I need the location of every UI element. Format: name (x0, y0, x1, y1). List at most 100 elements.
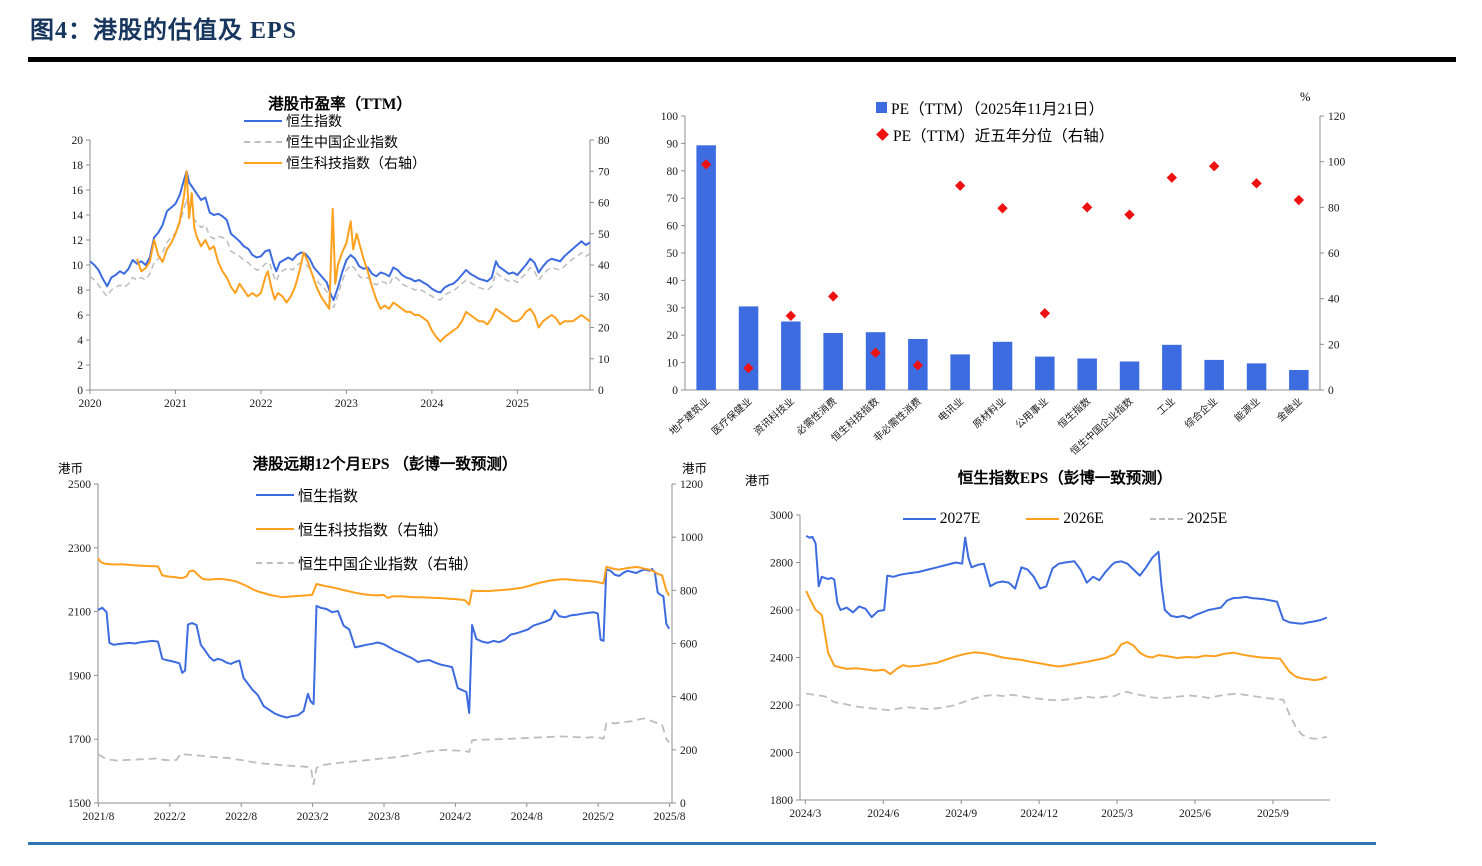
right-axis-unit: % (1300, 90, 1311, 104)
legend: 恒生指数恒生科技指数（右轴） 恒生中国企业指数（右轴） (256, 478, 478, 580)
svg-text:20: 20 (72, 135, 84, 147)
legend-label: 恒生科技指数（右轴） (286, 156, 426, 172)
svg-text:40: 40 (1328, 294, 1340, 306)
svg-text:10: 10 (72, 260, 84, 272)
svg-text:工业: 工业 (1155, 395, 1178, 417)
svg-text:50: 50 (667, 248, 679, 260)
chart-title: 港股市盈率（TTM） (268, 96, 412, 113)
svg-text:2024/9: 2024/9 (945, 808, 977, 820)
legend-item: 2027E (902, 508, 981, 530)
line-marker-icon (244, 161, 282, 164)
figure-title: 图4：港股的估值及 EPS (30, 18, 298, 44)
legend-item: 恒生科技指数（右轴） (244, 152, 426, 173)
svg-text:2021: 2021 (164, 398, 187, 410)
svg-text:2000: 2000 (770, 748, 793, 760)
svg-text:14: 14 (72, 210, 84, 222)
legend-item: 恒生中国企业指数（右轴） (256, 546, 478, 580)
svg-text:0: 0 (598, 385, 604, 397)
svg-text:1500: 1500 (68, 798, 91, 810)
dashed-line-marker-icon (1149, 518, 1183, 520)
svg-text:20: 20 (1328, 339, 1340, 351)
plot-area: 1009080706050403020100120100806040200地产建… (661, 111, 1346, 458)
svg-text:20: 20 (598, 323, 610, 335)
legend-label: 恒生指数 (298, 488, 359, 505)
svg-text:60: 60 (667, 221, 679, 233)
svg-text:2024/3: 2024/3 (789, 808, 821, 820)
svg-text:40: 40 (667, 275, 679, 287)
svg-text:3000: 3000 (770, 510, 793, 522)
svg-text:2600: 2600 (770, 605, 793, 617)
legend-item: 恒生指数 (256, 478, 478, 512)
svg-text:医疗保健业: 医疗保健业 (709, 395, 755, 438)
footer-rule (28, 842, 1376, 845)
svg-text:资讯科技业: 资讯科技业 (751, 395, 797, 438)
svg-text:2021/8: 2021/8 (82, 811, 114, 823)
legend: PE（TTM）（2025年11月21日） PE（TTM）近五年分位（右轴） (876, 94, 1114, 148)
svg-text:公用事业: 公用事业 (1012, 395, 1050, 431)
svg-text:2100: 2100 (68, 607, 91, 619)
svg-text:80: 80 (598, 135, 610, 147)
legend-item: 2026E (1026, 508, 1104, 530)
legend-item: 2025E (1149, 508, 1228, 530)
svg-text:2400: 2400 (770, 653, 793, 665)
plot-area: 2500 2300 2100 1900 1700 1500 1200 1000 800 600 40… (68, 479, 703, 823)
svg-text:地产建筑业: 地产建筑业 (666, 395, 712, 438)
svg-text:0: 0 (1328, 385, 1334, 397)
chart-title: 港股远期12个月EPS （彭博一致预测） (252, 456, 518, 473)
square-marker-icon (876, 102, 887, 113)
svg-text:400: 400 (680, 692, 698, 704)
svg-text:70: 70 (667, 193, 679, 205)
legend-item: 恒生科技指数（右轴） (256, 512, 478, 546)
svg-text:2025/2: 2025/2 (582, 811, 614, 823)
legend-label: 2026E (1063, 510, 1104, 527)
svg-text:2025: 2025 (506, 398, 529, 410)
svg-text:10: 10 (598, 354, 610, 366)
legend-label: 恒生中国企业指数 (286, 135, 398, 151)
svg-text:30: 30 (667, 303, 679, 315)
chart-hsi-eps: 港币 恒生指数EPS（彭博一致预测） 2027E 2026E 2025E 3000 2… (738, 458, 1448, 833)
line-marker-icon (256, 494, 294, 496)
svg-text:4: 4 (77, 335, 83, 347)
svg-text:120: 120 (1328, 111, 1346, 123)
svg-text:6: 6 (77, 310, 83, 322)
svg-text:100: 100 (661, 111, 679, 123)
svg-text:综合企业: 综合企业 (1182, 395, 1220, 431)
legend-label: 2027E (939, 510, 981, 527)
svg-text:2: 2 (77, 360, 83, 372)
svg-text:60: 60 (1328, 248, 1340, 260)
chart-pe-ttm: 港股市盈率（TTM） 恒生指数 恒生中国企业指数 恒生科技指数（右轴） 20 18 16… (58, 92, 628, 437)
svg-text:30: 30 (598, 291, 610, 303)
svg-text:2023/2: 2023/2 (297, 811, 329, 823)
dashed-line-marker-icon (244, 140, 282, 143)
svg-text:12: 12 (72, 235, 84, 247)
legend-label: 2025E (1186, 510, 1228, 527)
svg-text:2022/2: 2022/2 (154, 811, 186, 823)
svg-text:2023/8: 2023/8 (368, 811, 400, 823)
diamond-marker-icon (876, 128, 889, 141)
svg-text:50: 50 (598, 229, 610, 241)
legend-label: 恒生科技指数（右轴） (298, 522, 449, 539)
svg-text:80: 80 (667, 166, 679, 178)
line-marker-icon (244, 119, 282, 122)
svg-text:40: 40 (598, 260, 610, 272)
svg-text:能源业: 能源业 (1232, 395, 1263, 425)
svg-text:90: 90 (667, 138, 679, 150)
left-axis-unit: 港币 (58, 462, 84, 476)
svg-text:70: 70 (598, 166, 610, 178)
svg-text:0: 0 (680, 798, 686, 810)
legend-label: 恒生中国企业指数（右轴） (298, 556, 479, 573)
legend-item: PE（TTM）近五年分位（右轴） (876, 121, 1114, 148)
header-rule (28, 57, 1456, 62)
svg-text:1000: 1000 (680, 532, 703, 544)
svg-text:2025/6: 2025/6 (1179, 808, 1211, 820)
svg-text:16: 16 (72, 185, 84, 197)
svg-text:2024: 2024 (420, 398, 443, 410)
svg-text:2025/8: 2025/8 (654, 811, 686, 823)
svg-text:0: 0 (77, 385, 83, 397)
svg-text:800: 800 (680, 585, 698, 597)
svg-text:1200: 1200 (680, 479, 703, 491)
svg-text:2025/3: 2025/3 (1101, 808, 1133, 820)
svg-text:2024/8: 2024/8 (511, 811, 543, 823)
